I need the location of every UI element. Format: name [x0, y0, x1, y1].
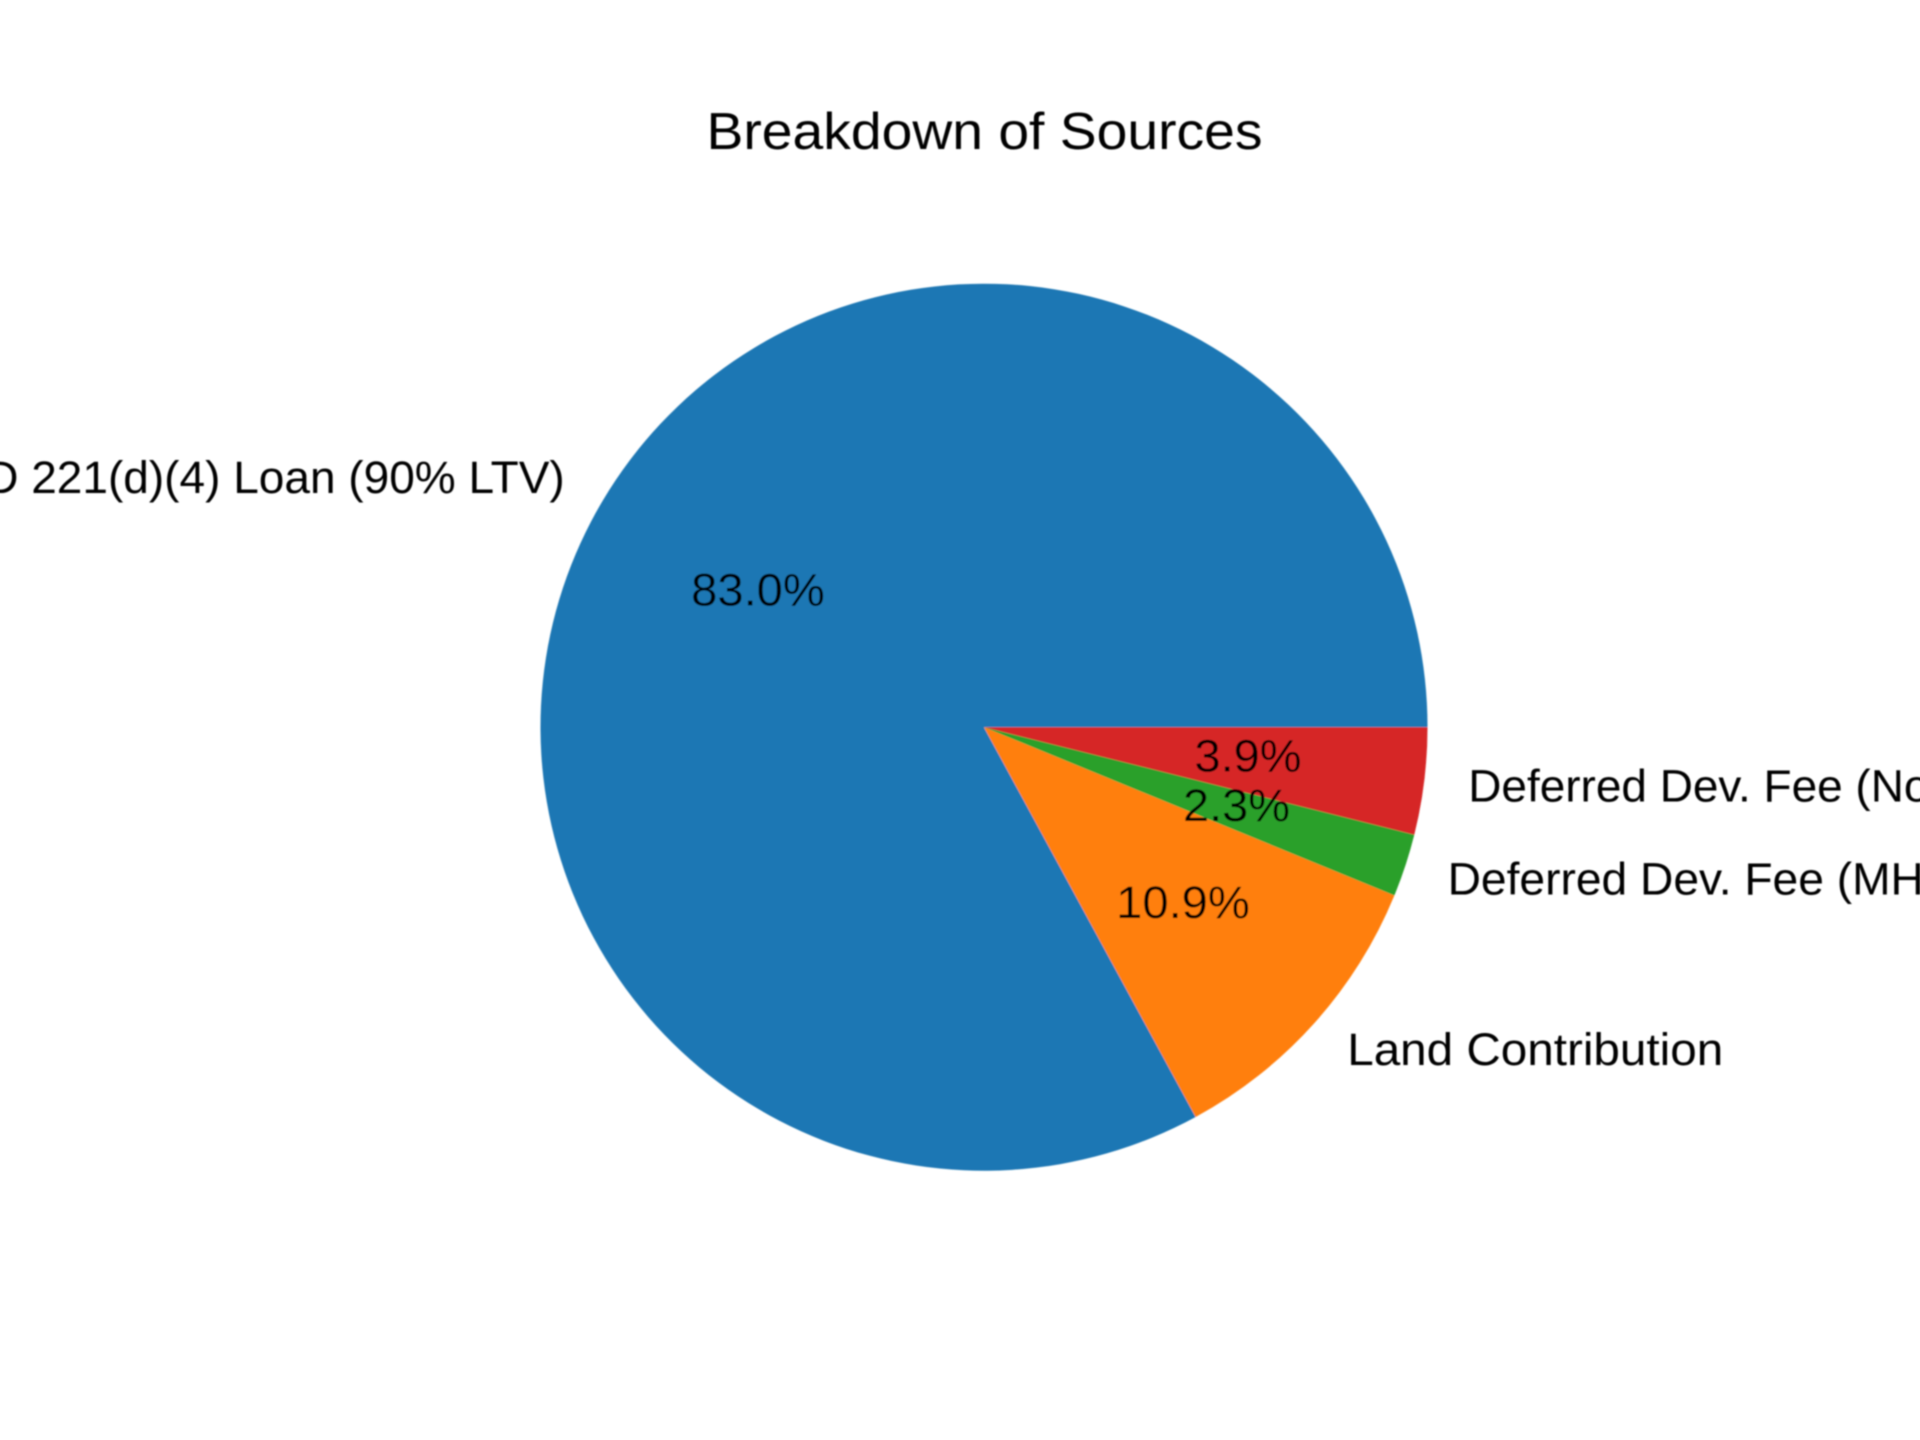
svg-text:3.9%: 3.9%: [1195, 731, 1302, 782]
svg-text:10.9%: 10.9%: [1116, 877, 1250, 928]
svg-text:HUD 221(d)(4) Loan (90% LTV): HUD 221(d)(4) Loan (90% LTV): [0, 452, 565, 503]
svg-text:2.3%: 2.3%: [1183, 780, 1290, 831]
svg-text:Deferred Dev. Fee (MHC): Deferred Dev. Fee (MHC): [1448, 853, 1920, 904]
svg-text:Breakdown of Sources: Breakdown of Sources: [707, 103, 1263, 161]
svg-text:83.0%: 83.0%: [691, 565, 825, 616]
svg-text:Deferred Dev. Fee (Non-MHC): Deferred Dev. Fee (Non-MHC): [1468, 760, 1920, 811]
svg-text:Land Contribution: Land Contribution: [1347, 1024, 1723, 1075]
